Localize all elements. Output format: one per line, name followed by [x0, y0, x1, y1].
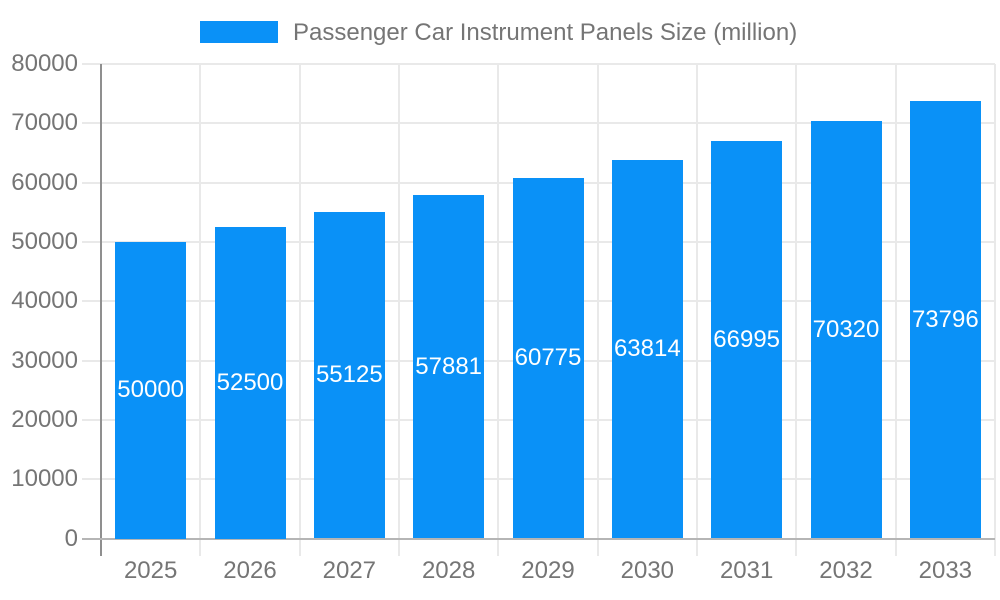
bar-2032[interactable] [810, 121, 882, 539]
bar-value-label: 55125 [315, 361, 383, 389]
gridline-vertical [596, 64, 599, 556]
x-axis-tick-label: 2032 [819, 557, 873, 584]
bar-value-label: 70320 [812, 315, 880, 343]
x-axis-tick-label: 2029 [521, 557, 575, 584]
y-axis-tick-label: 70000 [11, 109, 78, 137]
gridline-horizontal [82, 122, 995, 125]
bar-value-label: 73796 [911, 305, 979, 333]
gridline-horizontal [82, 63, 995, 65]
gridline-vertical [795, 64, 798, 556]
gridline-vertical [696, 64, 698, 556]
x-axis-line [82, 537, 995, 540]
bar-2025[interactable] [115, 241, 187, 539]
y-axis-tick-label: 40000 [11, 287, 78, 315]
y-axis-tick-label: 60000 [11, 168, 78, 196]
x-axis-tick-label: 2026 [223, 557, 277, 584]
bar-value-label: 57881 [415, 352, 483, 380]
bar-value-label: 60775 [514, 344, 582, 372]
x-axis-tick-label: 2028 [421, 557, 476, 584]
y-axis-tick-label: 20000 [11, 405, 78, 433]
bar-value-label: 63814 [613, 335, 681, 363]
x-axis-tick-label: 2025 [123, 557, 178, 584]
x-axis-tick-label: 2033 [918, 557, 973, 584]
legend-swatch[interactable] [200, 21, 278, 43]
y-axis-tick-label: 80000 [11, 50, 78, 77]
gridline-vertical [994, 64, 996, 556]
x-axis-tick-label: 2031 [719, 557, 774, 584]
legend-label[interactable]: Passenger Car Instrument Panels Size (mi… [293, 19, 798, 46]
x-axis-tick-label: 2030 [620, 557, 675, 584]
bar-2030[interactable] [611, 160, 683, 539]
legend: Passenger Car Instrument Panels Size (mi… [0, 0, 1000, 60]
bar-2028[interactable] [413, 195, 485, 539]
bar-2027[interactable] [313, 211, 385, 539]
bar-value-label: 50000 [117, 376, 185, 404]
gridline-vertical [894, 64, 897, 556]
bar-2031[interactable] [711, 141, 783, 539]
y-axis-tick-label: 30000 [11, 346, 78, 374]
y-axis-tick-label: 10000 [11, 465, 78, 493]
bar-value-label: 66995 [713, 325, 781, 353]
gridline-vertical [398, 64, 400, 556]
gridline-vertical [497, 64, 500, 556]
x-axis-tick-label: 2027 [322, 557, 377, 584]
bar-2033[interactable] [909, 100, 981, 539]
bar-2029[interactable] [512, 178, 584, 539]
bar-value-label: 52500 [216, 368, 284, 396]
gridline-vertical [199, 64, 202, 556]
y-axis-line [100, 64, 102, 556]
y-axis-tick-label: 50000 [11, 227, 78, 255]
bar-2026[interactable] [214, 227, 286, 539]
gridline-vertical [298, 64, 301, 556]
y-axis-tick-label: 0 [64, 524, 78, 552]
